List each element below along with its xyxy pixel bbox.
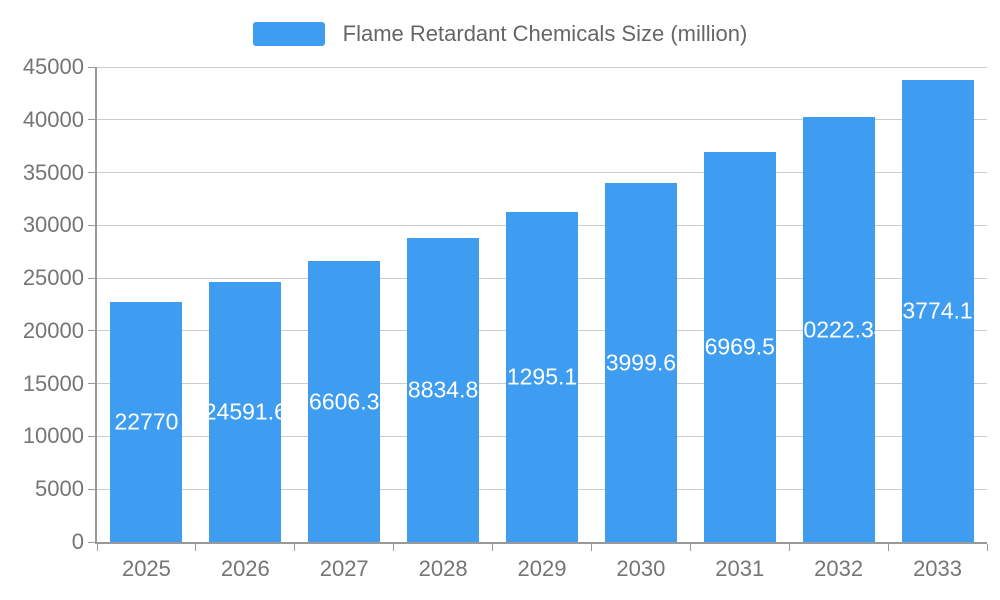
y-axis-tick <box>88 541 95 543</box>
y-axis-tick <box>88 277 95 279</box>
bar[interactable]: 24591.6 <box>209 282 282 542</box>
x-axis-tick <box>195 544 197 551</box>
x-axis-label: 2031 <box>715 556 765 581</box>
bar-value-label: 26606.34 <box>308 388 380 415</box>
y-axis-tick <box>88 66 95 68</box>
y-axis-label: 30000 <box>22 212 84 238</box>
bar[interactable]: 31295.17 <box>506 211 578 542</box>
y-axis-label: 0 <box>71 529 84 554</box>
plot-area: 0 5000 10000 15000 20000 25000 30000 35000 40000… <box>23 54 988 581</box>
y-axis-label: 5000 <box>35 476 84 502</box>
x-axis-tick <box>294 544 296 551</box>
x-axis-label: 2026 <box>220 556 270 581</box>
x-axis-tick <box>788 544 790 551</box>
x-axis-tick <box>689 544 691 551</box>
bar[interactable]: 40222.34 <box>802 117 875 542</box>
gridline <box>97 66 987 68</box>
bar[interactable]: 22770 <box>110 301 183 542</box>
x-axis-tick <box>393 544 395 551</box>
legend-swatch <box>252 22 325 46</box>
y-axis-label: 15000 <box>22 370 84 396</box>
x-axis-label: 2030 <box>616 556 666 581</box>
x-axis-label: 2033 <box>913 556 963 581</box>
x-axis-tick <box>887 544 889 551</box>
y-axis-label: 45000 <box>22 54 84 79</box>
bar[interactable]: 28834.89 <box>407 237 480 542</box>
x-axis-tick <box>96 544 98 551</box>
y-axis-label: 25000 <box>22 265 84 291</box>
y-axis-tick <box>88 435 95 437</box>
x-axis-label: 2029 <box>517 556 567 581</box>
x-axis-tick <box>986 544 988 551</box>
y-axis-tick <box>88 119 95 121</box>
bar[interactable]: 36969.52 <box>703 151 776 542</box>
y-axis-label: 10000 <box>22 423 84 449</box>
bar[interactable]: 26606.34 <box>308 261 381 542</box>
y-axis-tick <box>88 330 95 332</box>
bar-value-label: 24591.6 <box>209 398 282 425</box>
bar[interactable]: 43774.18 <box>901 79 974 542</box>
bar-value-label: 33999.65 <box>605 349 677 376</box>
y-axis-tick <box>88 172 95 174</box>
bar-value-label: 43774.18 <box>902 297 974 324</box>
y-axis-label: 40000 <box>22 106 84 132</box>
x-axis-label: 2025 <box>121 556 171 581</box>
x-axis-label: 2028 <box>418 556 468 581</box>
y-axis-tick <box>88 224 95 226</box>
x-axis-tick <box>492 544 494 551</box>
bar-value-label: 36969.52 <box>704 333 776 360</box>
y-axis-label: 35000 <box>22 159 84 185</box>
bar-value-label: 22770 <box>114 408 179 435</box>
y-axis-tick <box>88 488 95 490</box>
x-axis-tick <box>590 544 592 551</box>
legend-label: Flame Retardant Chemicals Size (million) <box>342 21 748 46</box>
x-axis-label: 2027 <box>319 556 369 581</box>
gridline <box>97 119 987 121</box>
bar-value-label: 40222.34 <box>803 316 875 343</box>
bar-value-label: 31295.17 <box>506 363 578 390</box>
bar-value-label: 28834.89 <box>407 376 479 403</box>
bar[interactable]: 33999.65 <box>604 183 677 542</box>
y-axis-tick <box>88 383 95 385</box>
gridline <box>97 172 987 174</box>
x-axis-label: 2032 <box>814 556 864 581</box>
legend-item[interactable]: Flame Retardant Chemicals Size (million) <box>0 20 1000 48</box>
y-axis-label: 20000 <box>22 317 84 343</box>
